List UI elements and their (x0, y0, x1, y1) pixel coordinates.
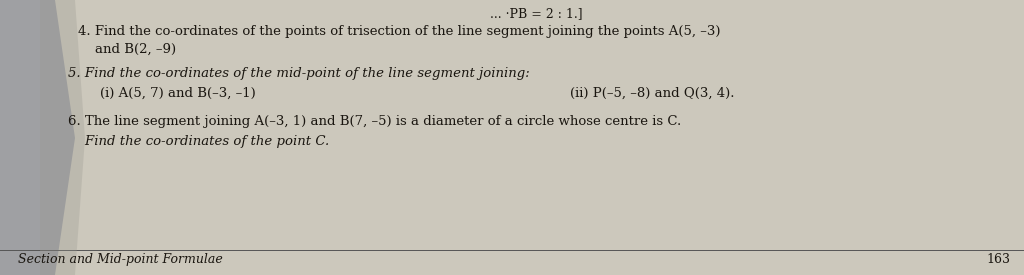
Text: ... ·PB = 2 : 1.]: ... ·PB = 2 : 1.] (490, 7, 583, 20)
Text: 6. The line segment joining A(–3, 1) and B(7, –5) is a diameter of a circle whos: 6. The line segment joining A(–3, 1) and… (68, 115, 681, 128)
Text: Section and Mid-point Formulae: Section and Mid-point Formulae (18, 253, 223, 266)
Polygon shape (40, 0, 85, 275)
Text: (ii) P(–5, –8) and Q(3, 4).: (ii) P(–5, –8) and Q(3, 4). (570, 87, 734, 100)
Text: 5. Find the co-ordinates of the mid-point of the line segment joining:: 5. Find the co-ordinates of the mid-poin… (68, 67, 529, 80)
Text: 4. Find the co-ordinates of the points of trisection of the line segment joining: 4. Find the co-ordinates of the points o… (78, 25, 721, 38)
Text: (i) A(5, 7) and B(–3, –1): (i) A(5, 7) and B(–3, –1) (100, 87, 256, 100)
Text: 163: 163 (986, 253, 1010, 266)
Text: and B(2, –9): and B(2, –9) (78, 43, 176, 56)
Text: Find the co-ordinates of the point C.: Find the co-ordinates of the point C. (68, 135, 330, 148)
Polygon shape (0, 0, 75, 275)
